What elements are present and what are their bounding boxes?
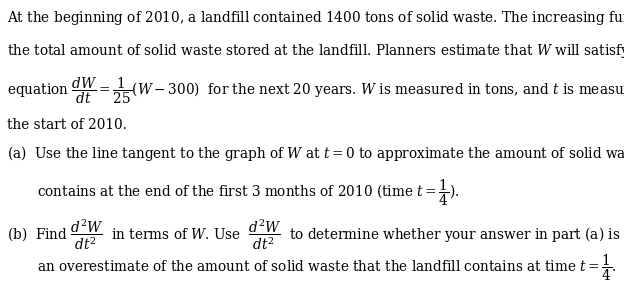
Text: the total amount of solid waste stored at the landfill. Planners estimate that $: the total amount of solid waste stored a… bbox=[7, 42, 624, 60]
Text: equation $\dfrac{dW}{dt} = \dfrac{1}{25}(W-300)$  for the next 20 years. $W$ is : equation $\dfrac{dW}{dt} = \dfrac{1}{25}… bbox=[7, 76, 624, 106]
Text: (a)  Use the line tangent to the graph of $W$ at $t = 0$ to approximate the amou: (a) Use the line tangent to the graph of… bbox=[7, 144, 624, 163]
Text: an overestimate of the amount of solid waste that the landfill contains at time : an overestimate of the amount of solid w… bbox=[37, 253, 617, 283]
Text: At the beginning of 2010, a landfill contained 1400 tons of solid waste. The inc: At the beginning of 2010, a landfill con… bbox=[7, 9, 624, 27]
Text: the start of 2010.: the start of 2010. bbox=[7, 118, 127, 132]
Text: (b)  Find $\dfrac{d^2W}{dt^2}$  in terms of $W$. Use  $\dfrac{d^2W}{dt^2}$  to d: (b) Find $\dfrac{d^2W}{dt^2}$ in terms o… bbox=[7, 217, 624, 252]
Text: contains at the end of the first 3 months of 2010 (time $t = \dfrac{1}{4}$).: contains at the end of the first 3 month… bbox=[37, 178, 460, 208]
